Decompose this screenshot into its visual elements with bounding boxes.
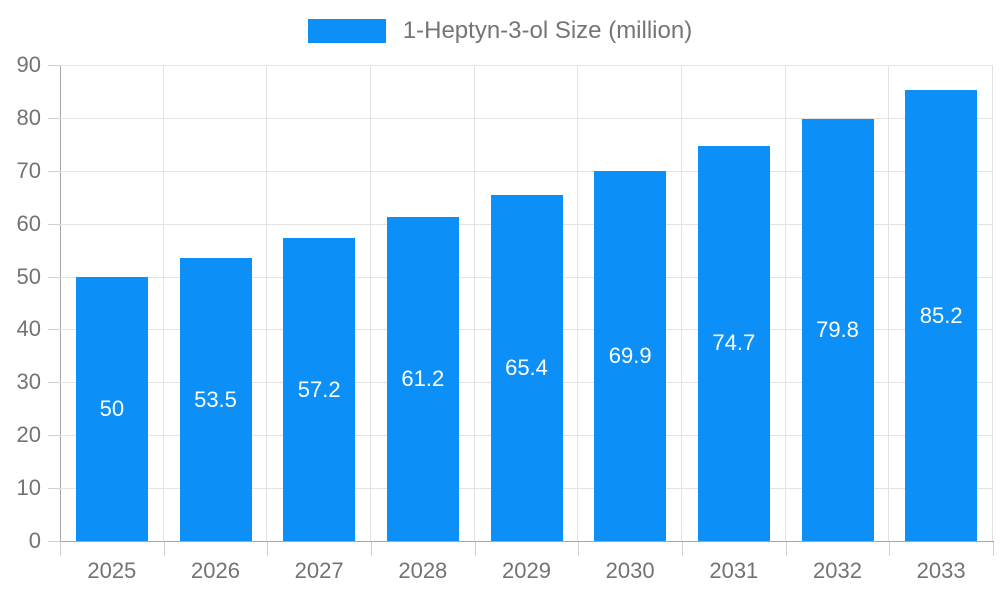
v-gridline — [577, 65, 579, 541]
x-axis-tick — [267, 542, 269, 556]
bar-2025[interactable]: 50 — [75, 276, 148, 541]
bar-2030[interactable]: 69.9 — [594, 171, 667, 541]
x-axis-line — [60, 541, 994, 542]
y-axis-line — [60, 65, 61, 555]
v-gridline — [992, 65, 993, 541]
h-gridline — [60, 117, 993, 119]
v-gridline — [266, 65, 268, 541]
x-axis-label: 2027 — [294, 558, 344, 583]
bar-2026[interactable]: 53.5 — [179, 258, 252, 541]
y-axis-label: 50 — [16, 263, 41, 289]
x-axis-label: 2029 — [502, 558, 551, 583]
y-axis-tick — [48, 223, 60, 225]
x-axis-label: 2032 — [813, 558, 862, 583]
x-axis-tick — [60, 542, 61, 556]
legend-swatch-icon — [307, 19, 386, 43]
x-axis-tick — [163, 542, 165, 556]
legend: 1-Heptyn-3-ol Size (million) — [0, 17, 1000, 45]
x-axis-label: 2030 — [605, 558, 655, 583]
bar-2027[interactable]: 57.2 — [283, 238, 356, 541]
y-axis-label: 60 — [16, 210, 41, 236]
bar-2033[interactable]: 85.2 — [905, 90, 978, 541]
y-axis-tick — [48, 329, 60, 331]
y-axis-label: 0 — [28, 528, 41, 553]
bar-value-label: 65.4 — [505, 355, 548, 381]
legend-item[interactable]: 1-Heptyn-3-ol Size (million) — [307, 17, 693, 45]
y-axis-tick — [48, 382, 60, 384]
y-axis-tick — [48, 170, 60, 172]
bar-value-label: 69.9 — [608, 343, 652, 369]
y-axis-tick — [48, 117, 60, 119]
bar-value-label: 79.8 — [816, 316, 859, 342]
bar-value-label: 74.7 — [712, 330, 756, 356]
y-axis-tick — [48, 435, 60, 437]
bar-2031[interactable]: 74.7 — [697, 145, 770, 541]
v-gridline — [784, 65, 786, 541]
v-gridline — [888, 65, 890, 541]
bar-2029[interactable]: 65.4 — [490, 195, 563, 541]
y-axis-label: 10 — [16, 475, 41, 501]
bar-value-label: 57.2 — [297, 376, 341, 402]
x-axis-tick — [474, 542, 476, 556]
y-axis-label: 40 — [16, 316, 41, 342]
bar-2028[interactable]: 61.2 — [386, 217, 459, 541]
bar-value-label: 85.2 — [919, 302, 963, 328]
h-gridline — [60, 170, 993, 172]
x-axis-tick — [682, 542, 683, 556]
x-axis-tick — [578, 542, 580, 556]
y-axis-label: 30 — [16, 369, 41, 395]
x-axis-label: 2033 — [916, 558, 966, 583]
bar-2032[interactable]: 79.8 — [801, 118, 874, 541]
bar-value-label: 53.5 — [194, 386, 237, 412]
v-gridline — [681, 65, 682, 541]
legend-label: 1-Heptyn-3-ol Size (million) — [402, 17, 693, 44]
y-axis-tick — [48, 276, 60, 278]
x-axis-label: 2026 — [191, 558, 240, 583]
y-axis-tick — [48, 65, 60, 66]
plot-area: 50 53.5 57.2 61.2 65.4 69.9 74.7 79.8 85.2 — [60, 65, 993, 541]
x-axis-label: 2031 — [709, 558, 759, 583]
h-gridline — [60, 65, 993, 66]
x-axis-tick — [993, 542, 994, 556]
v-gridline — [473, 65, 475, 541]
x-axis-label: 2025 — [87, 558, 137, 583]
bar-value-label: 61.2 — [401, 366, 445, 392]
y-axis-label: 90 — [16, 52, 41, 77]
y-axis-label: 80 — [16, 104, 41, 130]
v-gridline — [162, 65, 164, 541]
v-gridline — [370, 65, 371, 541]
x-axis-tick — [889, 542, 891, 556]
x-axis-tick — [371, 542, 372, 556]
bar-value-label: 50 — [99, 395, 125, 421]
y-axis-tick — [48, 488, 60, 490]
y-axis-tick — [48, 541, 60, 542]
x-axis-label: 2028 — [398, 558, 448, 583]
x-axis-tick — [785, 542, 787, 556]
y-axis-label: 70 — [16, 157, 41, 183]
y-axis-label: 20 — [16, 422, 41, 448]
